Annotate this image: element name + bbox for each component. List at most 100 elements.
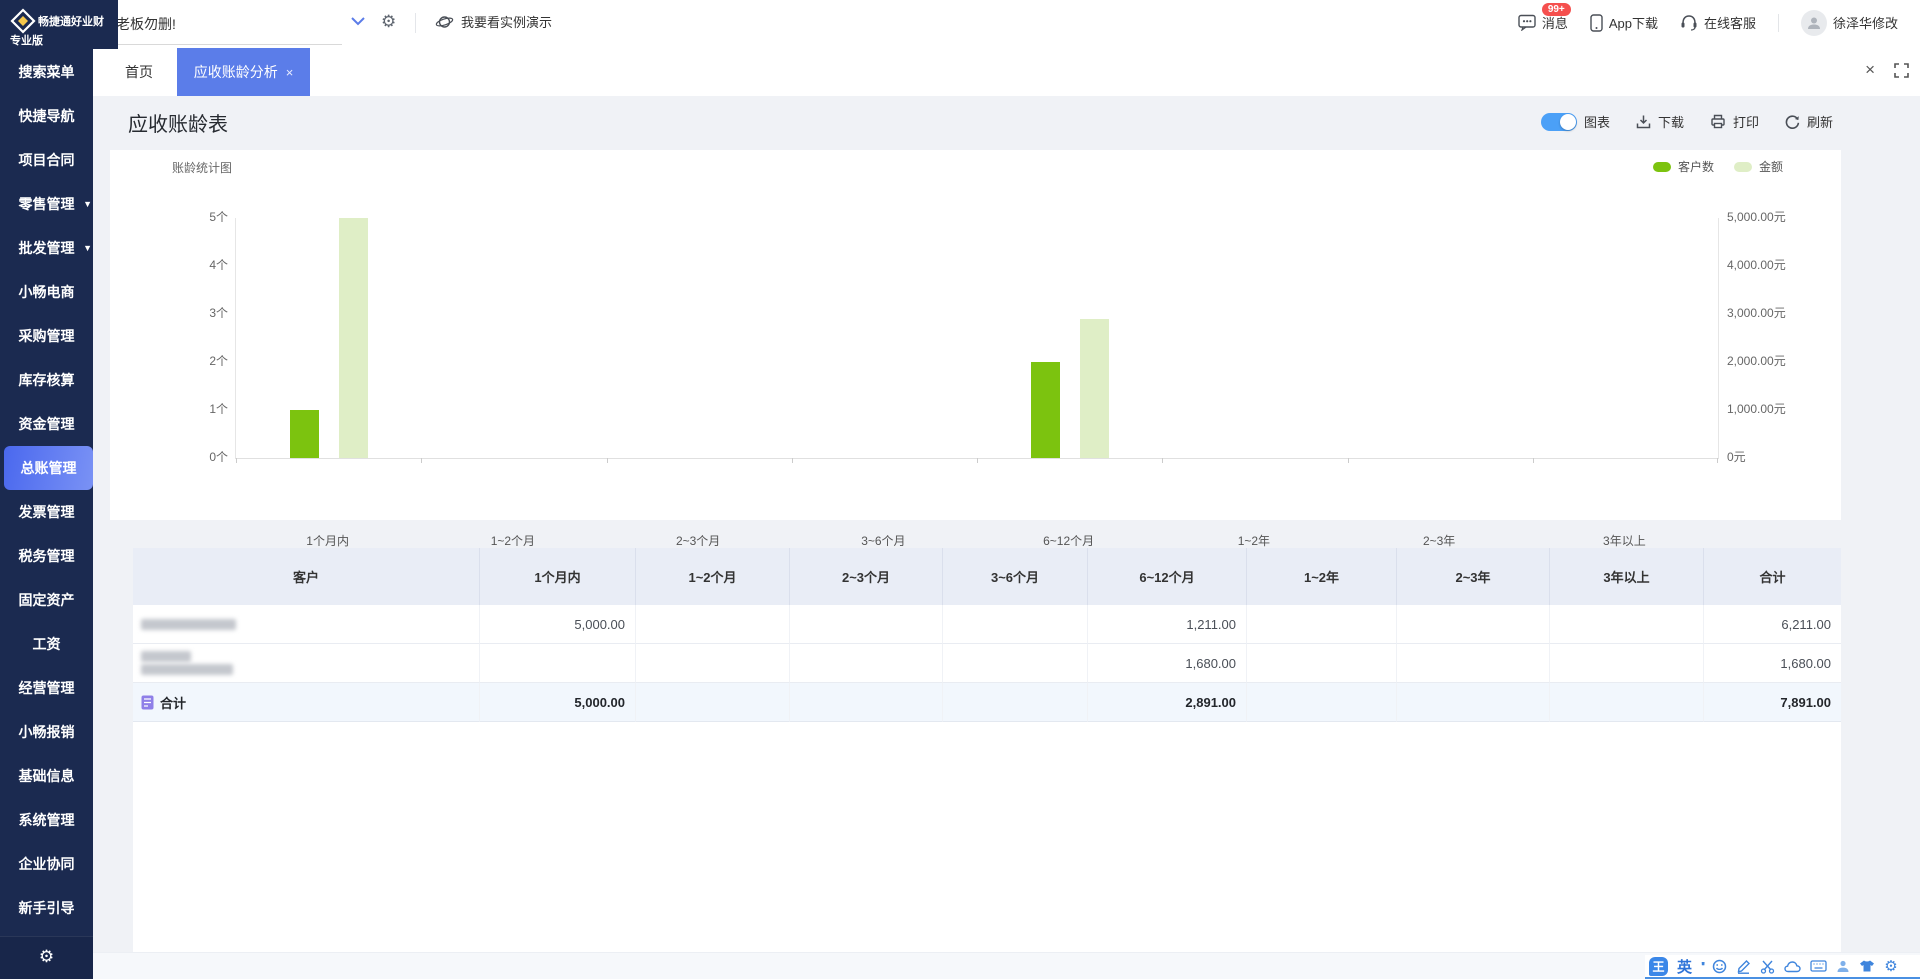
amount-cell [479, 644, 635, 683]
toggle-knob [1559, 113, 1576, 130]
main-content: 应收账龄表 图表 下载 打印 [93, 96, 1920, 979]
sidebar-item-系统管理[interactable]: 系统管理 [0, 798, 93, 842]
tab-close-icon[interactable]: × [285, 64, 294, 80]
sidebar-item-label: 批发管理 [18, 240, 75, 256]
sidebar-item-税务管理[interactable]: 税务管理 [0, 534, 93, 578]
left-axis-labels: 0个 1个 2个 3个 4个 5个 [110, 210, 228, 464]
bar-客户数-1个月内 [289, 410, 319, 458]
tab-home[interactable]: 首页 [125, 64, 153, 80]
column-header-合计: 合计 [1703, 548, 1841, 605]
ime-account-icon[interactable] [1836, 959, 1850, 973]
download-button[interactable]: 下载 [1636, 112, 1684, 131]
sidebar-item-发票管理[interactable]: 发票管理 [0, 490, 93, 534]
sidebar-item-小畅电商[interactable]: 小畅电商 [0, 270, 93, 314]
ime-screenshot-scissors-icon[interactable] [1760, 959, 1775, 974]
x-axis-category-label: 1~2年 [1237, 534, 1271, 548]
sidebar-item-label: 采购管理 [18, 328, 75, 344]
ime-settings-gear-icon[interactable]: ⚙ [1884, 958, 1898, 975]
ime-emoji-icon[interactable] [1712, 959, 1727, 974]
amount-cell [1246, 605, 1396, 644]
bar-金额-1个月内 [338, 218, 368, 458]
chevron-down-icon: ▼ [83, 243, 92, 253]
print-label: 打印 [1732, 115, 1759, 130]
sidebar-item-基础信息[interactable]: 基础信息 [0, 754, 93, 798]
sidebar-item-label: 库存核算 [18, 372, 75, 388]
support-label: 在线客服 [1703, 16, 1756, 31]
x-axis-category-label: 2~3年 [1422, 534, 1456, 548]
table-body: 5,000.00 1,211.00 6,211.00 1,680.00 1,680.00… [133, 605, 1841, 722]
amount-cell [635, 683, 789, 722]
sidebar-item-label: 税务管理 [18, 548, 75, 564]
axis-tick-label: 4个 [209, 258, 228, 272]
sidebar-item-批发管理[interactable]: 批发管理 ▼ [0, 226, 93, 270]
print-button[interactable]: 打印 [1710, 112, 1759, 131]
sidebar-item-小畅报销[interactable]: 小畅报销 [0, 710, 93, 754]
column-header-3年以上: 3年以上 [1549, 548, 1703, 605]
sidebar-item-新手引导[interactable]: 新手引导 [0, 886, 93, 930]
topbar-divider [1777, 13, 1779, 32]
sidebar-item-总账管理[interactable]: 总账管理 [4, 446, 93, 490]
ime-quote-icon[interactable]: '' [1701, 958, 1705, 974]
sidebar-item-label: 发票管理 [18, 504, 75, 520]
ime-handwriting-icon[interactable] [1736, 959, 1751, 974]
ime-wangma-logo-icon[interactable]: 王 [1649, 956, 1668, 976]
summary-doc-icon [141, 695, 154, 710]
amount-cell [1396, 644, 1549, 683]
ime-english-mode-icon[interactable]: 英 [1677, 958, 1693, 976]
app-download-button[interactable]: App下载 [1590, 13, 1658, 32]
axis-tick-label: 5,000.00元 [1727, 210, 1786, 224]
amount-cell [942, 644, 1087, 683]
messages-button[interactable]: 消息 99+ [1518, 3, 1571, 32]
table-total-row: 合计 5,000.00 2,891.00 7,891.00 [133, 683, 1841, 722]
avatar [1800, 9, 1827, 36]
sidebar-item-固定资产[interactable]: 固定资产 [0, 578, 93, 622]
sidebar-item-采购管理[interactable]: 采购管理 [0, 314, 93, 358]
close-all-tabs-icon[interactable]: × [1865, 60, 1875, 79]
axis-tick-label: 0个 [209, 450, 228, 464]
sidebar-item-项目合同[interactable]: 项目合同 [0, 138, 93, 182]
sidebar-item-企业协同[interactable]: 企业协同 [0, 842, 93, 886]
amount-cell: 6,211.00 [1703, 605, 1841, 644]
sidebar-settings-gear-icon[interactable]: ⚙ [38, 947, 55, 966]
x-axis-category-label: 2~3个月 [675, 534, 721, 548]
user-menu[interactable]: 徐泽华修改 [1800, 9, 1898, 36]
sidebar-item-零售管理[interactable]: 零售管理 ▼ [0, 182, 93, 226]
chart-toggle[interactable] [1540, 112, 1577, 131]
chevron-down-icon[interactable] [351, 17, 365, 26]
tab-aging-analysis[interactable]: 应收账龄分析 × [177, 48, 310, 96]
refresh-button[interactable]: 刷新 [1785, 112, 1833, 131]
ime-skin-icon[interactable] [1859, 959, 1875, 973]
ime-keyboard-icon[interactable] [1810, 960, 1827, 972]
legend-item-金额[interactable]: 金额 [1733, 158, 1783, 175]
page-title: 应收账龄表 [128, 114, 228, 136]
sidebar-item-工资[interactable]: 工资 [0, 622, 93, 666]
x-axis-tick [791, 458, 793, 463]
demo-link[interactable]: 我要看实例演示 [435, 12, 552, 31]
ime-cloud-icon[interactable] [1784, 960, 1801, 973]
x-axis-tick [1347, 458, 1349, 463]
axis-tick-label: 5个 [209, 210, 228, 224]
amount-cell: 2,891.00 [1087, 683, 1246, 722]
redacted-customer-name [141, 651, 233, 675]
account-switcher[interactable]: 徐老板勿删! [100, 0, 342, 45]
support-button[interactable]: 在线客服 [1680, 13, 1756, 32]
legend-item-客户数[interactable]: 客户数 [1652, 158, 1714, 175]
amount-cell [1549, 644, 1703, 683]
sidebar-item-快捷导航[interactable]: 快捷导航 [0, 94, 93, 138]
sidebar-item-资金管理[interactable]: 资金管理 [0, 402, 93, 446]
sidebar-item-label: 小畅报销 [18, 724, 75, 740]
sidebar-item-经营管理[interactable]: 经营管理 [0, 666, 93, 710]
legend-swatch [1733, 161, 1752, 172]
bar-金额-6~12个月 [1079, 319, 1109, 458]
fullscreen-icon[interactable] [1894, 63, 1909, 78]
sidebar-item-label: 总账管理 [20, 460, 77, 476]
aging-table-card: 客户 1个月内 1~2个月 2~3个月 3~6个月 6~12个月 1~2年 2~3年 3年以上合… [133, 548, 1841, 953]
amount-cell: 5,000.00 [479, 605, 635, 644]
account-settings-gear-icon[interactable]: ⚙ [381, 12, 397, 31]
sidebar-item-库存核算[interactable]: 库存核算 [0, 358, 93, 402]
total-label: 合计 [141, 693, 186, 712]
refresh-label: 刷新 [1806, 115, 1833, 130]
planet-icon [435, 14, 454, 30]
axis-tick-label: 4,000.00元 [1727, 258, 1786, 272]
sidebar-item-搜索菜单[interactable]: 搜索菜单 [0, 50, 93, 94]
